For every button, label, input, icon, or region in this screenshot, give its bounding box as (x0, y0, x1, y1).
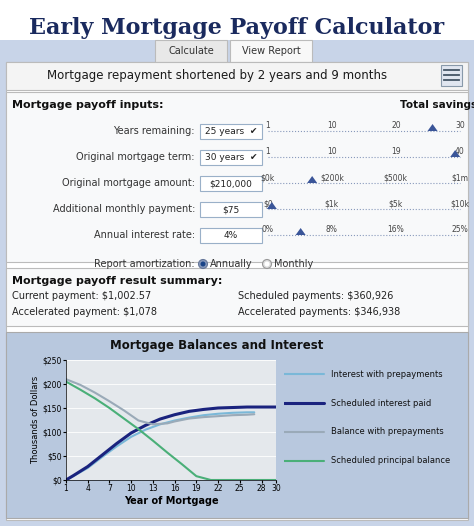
Bar (6, 268, 468, 326)
Text: $5k: $5k (389, 199, 403, 208)
Polygon shape (296, 228, 306, 235)
Text: Years remaining:: Years remaining: (113, 126, 195, 136)
Text: Annual interest rate:: Annual interest rate: (94, 230, 195, 240)
Text: Annually: Annually (210, 259, 253, 269)
Polygon shape (428, 124, 438, 131)
Bar (200, 228, 262, 243)
Bar (441, 65, 462, 86)
Polygon shape (450, 150, 460, 157)
Text: 1: 1 (265, 147, 270, 157)
Text: 0%: 0% (262, 226, 274, 235)
Text: Total savings $13,988: Total savings $13,988 (400, 100, 474, 110)
Text: Early Mortgage Payoff Calculator: Early Mortgage Payoff Calculator (29, 17, 445, 39)
Text: $10k: $10k (450, 199, 470, 208)
Text: Interest with prepayments: Interest with prepayments (331, 370, 443, 379)
Polygon shape (307, 176, 317, 183)
Text: Calculate: Calculate (168, 46, 214, 56)
Text: Scheduled payments: $360,926: Scheduled payments: $360,926 (238, 291, 393, 301)
Bar (6, 62, 468, 520)
Bar (230, 40, 312, 62)
Text: Accelerated payments: $346,938: Accelerated payments: $346,938 (238, 307, 400, 317)
Text: Current payment: $1,002.57: Current payment: $1,002.57 (12, 291, 151, 301)
Text: 8%: 8% (326, 226, 338, 235)
Text: Original mortgage term:: Original mortgage term: (76, 152, 195, 162)
Text: Scheduled principal balance: Scheduled principal balance (331, 456, 451, 466)
Bar (6, 92, 468, 262)
Text: 1: 1 (265, 122, 270, 130)
Text: 10: 10 (327, 147, 337, 157)
Text: $200k: $200k (320, 174, 344, 183)
Bar (200, 176, 262, 191)
Bar (200, 150, 262, 165)
Text: 30 years  ✔: 30 years ✔ (205, 154, 257, 163)
Circle shape (201, 261, 206, 267)
Text: Mortgage payoff inputs:: Mortgage payoff inputs: (12, 100, 164, 110)
Y-axis label: Thousands of Dollars: Thousands of Dollars (31, 376, 40, 464)
Circle shape (264, 261, 270, 267)
Text: Scheduled interest paid: Scheduled interest paid (331, 399, 431, 408)
Text: $0: $0 (263, 199, 273, 208)
Text: $0k: $0k (261, 174, 275, 183)
Bar (0, 0, 474, 40)
Bar (200, 202, 262, 217)
Text: $1m: $1m (452, 174, 468, 183)
Text: 25 years  ✔: 25 years ✔ (205, 127, 257, 137)
Text: 20: 20 (391, 122, 401, 130)
Text: 16%: 16% (388, 226, 404, 235)
Text: 4%: 4% (224, 231, 238, 240)
Text: View Report: View Report (242, 46, 301, 56)
Text: Mortgage Balances and Interest: Mortgage Balances and Interest (110, 339, 324, 352)
Bar (6, 62, 468, 90)
Bar (200, 124, 262, 139)
Text: 19: 19 (391, 147, 401, 157)
Text: 30: 30 (455, 122, 465, 130)
Text: Balance with prepayments: Balance with prepayments (331, 428, 444, 437)
Text: $500k: $500k (384, 174, 408, 183)
Text: Additional monthly payment:: Additional monthly payment: (53, 204, 195, 214)
Text: 10: 10 (327, 122, 337, 130)
Text: $75: $75 (222, 206, 240, 215)
Text: $210,000: $210,000 (210, 179, 253, 188)
Text: Original mortgage amount:: Original mortgage amount: (62, 178, 195, 188)
Circle shape (263, 259, 272, 268)
Bar (155, 40, 227, 62)
Text: Mortgage payoff result summary:: Mortgage payoff result summary: (12, 276, 222, 286)
Text: Monthly: Monthly (274, 259, 313, 269)
Polygon shape (267, 202, 277, 209)
Bar (6, 332, 468, 518)
Text: 40: 40 (455, 147, 465, 157)
Text: $1k: $1k (325, 199, 339, 208)
X-axis label: Year of Mortgage: Year of Mortgage (124, 496, 219, 506)
Circle shape (199, 259, 208, 268)
Text: Mortgage repayment shortened by 2 years and 9 months: Mortgage repayment shortened by 2 years … (47, 69, 387, 83)
Text: 25%: 25% (452, 226, 468, 235)
Text: Report amortization:: Report amortization: (94, 259, 195, 269)
Text: Accelerated payment: $1,078: Accelerated payment: $1,078 (12, 307, 157, 317)
